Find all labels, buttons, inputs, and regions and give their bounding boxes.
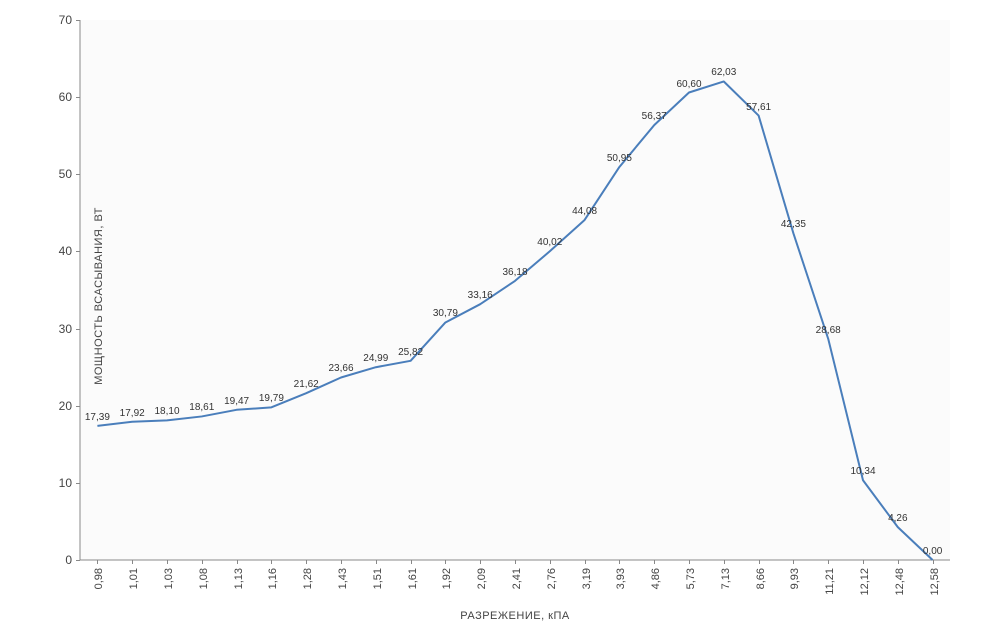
data-point-label: 19,79 xyxy=(259,393,284,404)
x-tick-mark xyxy=(898,560,899,564)
data-point-label: 18,10 xyxy=(154,406,179,417)
data-point-label: 10,34 xyxy=(850,466,875,477)
y-tick-label: 10 xyxy=(50,476,72,490)
x-tick-label: 2,76 xyxy=(546,568,558,589)
data-point-label: 21,62 xyxy=(294,379,319,390)
x-tick-mark xyxy=(411,560,412,564)
x-tick-mark xyxy=(202,560,203,564)
x-tick-mark xyxy=(341,560,342,564)
y-tick-mark xyxy=(76,174,80,175)
y-tick-label: 30 xyxy=(50,322,72,336)
data-point-label: 17,92 xyxy=(120,408,145,419)
x-tick-label: 1,28 xyxy=(302,568,314,589)
data-point-label: 18,61 xyxy=(189,402,214,413)
data-point-label: 19,47 xyxy=(224,396,249,407)
x-tick-mark xyxy=(515,560,516,564)
suction-power-chart: МОЩНОСТЬ ВСАСЫВАНИЯ, ВТ РАЗРЕЖЕНИЕ, кПА … xyxy=(0,0,993,636)
x-tick-label: 1,61 xyxy=(407,568,419,589)
x-tick-mark xyxy=(376,560,377,564)
y-tick-mark xyxy=(76,406,80,407)
y-tick-mark xyxy=(76,251,80,252)
x-tick-label: 1,13 xyxy=(233,568,245,589)
x-tick-mark xyxy=(654,560,655,564)
x-tick-label: 11,21 xyxy=(824,568,836,595)
x-tick-mark xyxy=(793,560,794,564)
y-tick-mark xyxy=(76,97,80,98)
x-tick-mark xyxy=(97,560,98,564)
x-tick-mark xyxy=(167,560,168,564)
x-tick-label: 1,16 xyxy=(267,568,279,589)
x-tick-label: 9,93 xyxy=(789,568,801,589)
x-tick-mark xyxy=(445,560,446,564)
y-tick-mark xyxy=(76,20,80,21)
x-tick-label: 1,03 xyxy=(163,568,175,589)
x-tick-label: 2,41 xyxy=(511,568,523,589)
x-tick-label: 12,58 xyxy=(929,568,941,596)
x-tick-mark xyxy=(237,560,238,564)
x-tick-label: 3,93 xyxy=(615,568,627,589)
x-tick-label: 1,51 xyxy=(372,568,384,589)
data-point-label: 62,03 xyxy=(711,67,736,78)
x-tick-mark xyxy=(480,560,481,564)
y-axis-title: МОЩНОСТЬ ВСАСЫВАНИЯ, ВТ xyxy=(93,207,105,385)
x-tick-label: 12,48 xyxy=(894,568,906,596)
y-tick-label: 20 xyxy=(50,399,72,413)
x-tick-mark xyxy=(271,560,272,564)
x-tick-mark xyxy=(689,560,690,564)
y-tick-label: 50 xyxy=(50,167,72,181)
y-tick-mark xyxy=(76,483,80,484)
y-tick-mark xyxy=(76,560,80,561)
y-tick-label: 40 xyxy=(50,244,72,258)
x-tick-label: 1,43 xyxy=(337,568,349,589)
data-point-label: 23,66 xyxy=(328,363,353,374)
y-tick-label: 70 xyxy=(50,13,72,27)
y-tick-label: 60 xyxy=(50,90,72,104)
data-point-label: 36,18 xyxy=(502,267,527,278)
data-point-label: 42,35 xyxy=(781,219,806,230)
data-point-label: 57,61 xyxy=(746,102,771,113)
x-tick-label: 1,92 xyxy=(441,568,453,589)
data-point-label: 33,16 xyxy=(468,290,493,301)
data-point-label: 56,37 xyxy=(642,111,667,122)
x-tick-mark xyxy=(619,560,620,564)
line-series xyxy=(0,0,993,636)
x-tick-label: 7,13 xyxy=(720,568,732,589)
x-tick-mark xyxy=(306,560,307,564)
x-tick-label: 2,09 xyxy=(476,568,488,589)
x-tick-label: 1,08 xyxy=(198,568,210,589)
data-point-label: 28,68 xyxy=(816,325,841,336)
x-tick-mark xyxy=(933,560,934,564)
x-tick-label: 0,98 xyxy=(93,568,105,589)
data-point-label: 44,08 xyxy=(572,206,597,217)
y-tick-label: 0 xyxy=(50,553,72,567)
data-point-label: 60,60 xyxy=(676,79,701,90)
x-tick-mark xyxy=(132,560,133,564)
x-tick-mark xyxy=(863,560,864,564)
x-tick-mark xyxy=(759,560,760,564)
x-tick-label: 8,66 xyxy=(755,568,767,589)
x-tick-mark xyxy=(550,560,551,564)
x-tick-label: 5,73 xyxy=(685,568,697,589)
x-tick-label: 3,19 xyxy=(581,568,593,589)
x-tick-label: 12,12 xyxy=(859,568,871,596)
x-tick-label: 4,86 xyxy=(650,568,662,589)
x-axis-title: РАЗРЕЖЕНИЕ, кПА xyxy=(460,610,569,622)
data-point-label: 30,79 xyxy=(433,308,458,319)
data-point-label: 25,82 xyxy=(398,347,423,358)
x-tick-mark xyxy=(585,560,586,564)
y-tick-mark xyxy=(76,329,80,330)
x-tick-mark xyxy=(828,560,829,564)
data-point-label: 50,95 xyxy=(607,153,632,164)
x-tick-label: 1,01 xyxy=(128,568,140,589)
data-point-label: 17,39 xyxy=(85,412,110,423)
data-point-label: 40,02 xyxy=(537,237,562,248)
data-point-label: 24,99 xyxy=(363,353,388,364)
x-tick-mark xyxy=(724,560,725,564)
data-point-label: 0,00 xyxy=(923,546,942,557)
data-point-label: 4,26 xyxy=(888,513,907,524)
